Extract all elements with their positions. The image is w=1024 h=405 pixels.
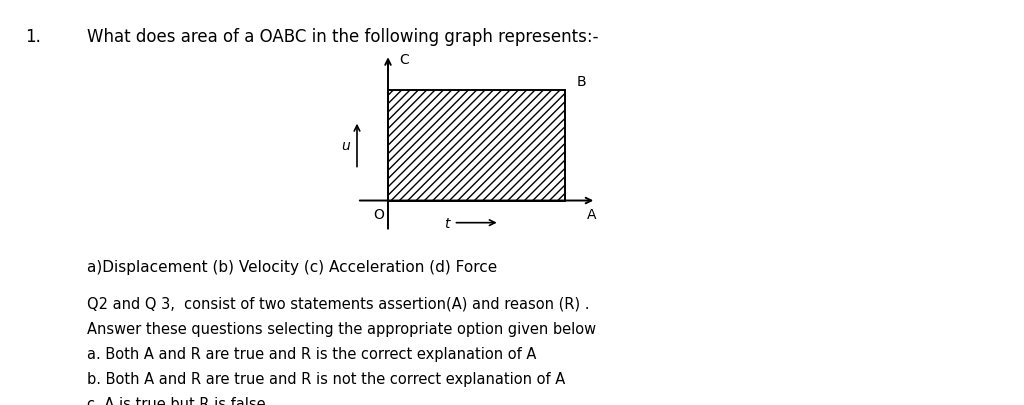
Text: C: C	[399, 53, 409, 67]
Bar	[388, 91, 565, 201]
Text: What does area of a OABC in the following graph represents:-: What does area of a OABC in the followin…	[87, 28, 599, 46]
Text: Q2 and Q 3,  consist of two statements assertion(A) and reason (R) .: Q2 and Q 3, consist of two statements as…	[87, 296, 590, 311]
Text: 1.: 1.	[26, 28, 42, 46]
Text: t: t	[444, 216, 450, 230]
Text: c. A is true but R is false: c. A is true but R is false	[87, 396, 265, 405]
Text: B: B	[577, 75, 587, 89]
Text: Answer these questions selecting the appropriate option given below: Answer these questions selecting the app…	[87, 321, 596, 336]
Text: a)Displacement (b) Velocity (c) Acceleration (d) Force: a)Displacement (b) Velocity (c) Accelera…	[87, 259, 498, 274]
Text: u: u	[342, 139, 350, 153]
Text: O: O	[374, 207, 385, 221]
Text: b. Both A and R are true and R is not the correct explanation of A: b. Both A and R are true and R is not th…	[87, 371, 565, 386]
Text: a. Both A and R are true and R is the correct explanation of A: a. Both A and R are true and R is the co…	[87, 346, 537, 361]
Text: A: A	[587, 207, 597, 221]
